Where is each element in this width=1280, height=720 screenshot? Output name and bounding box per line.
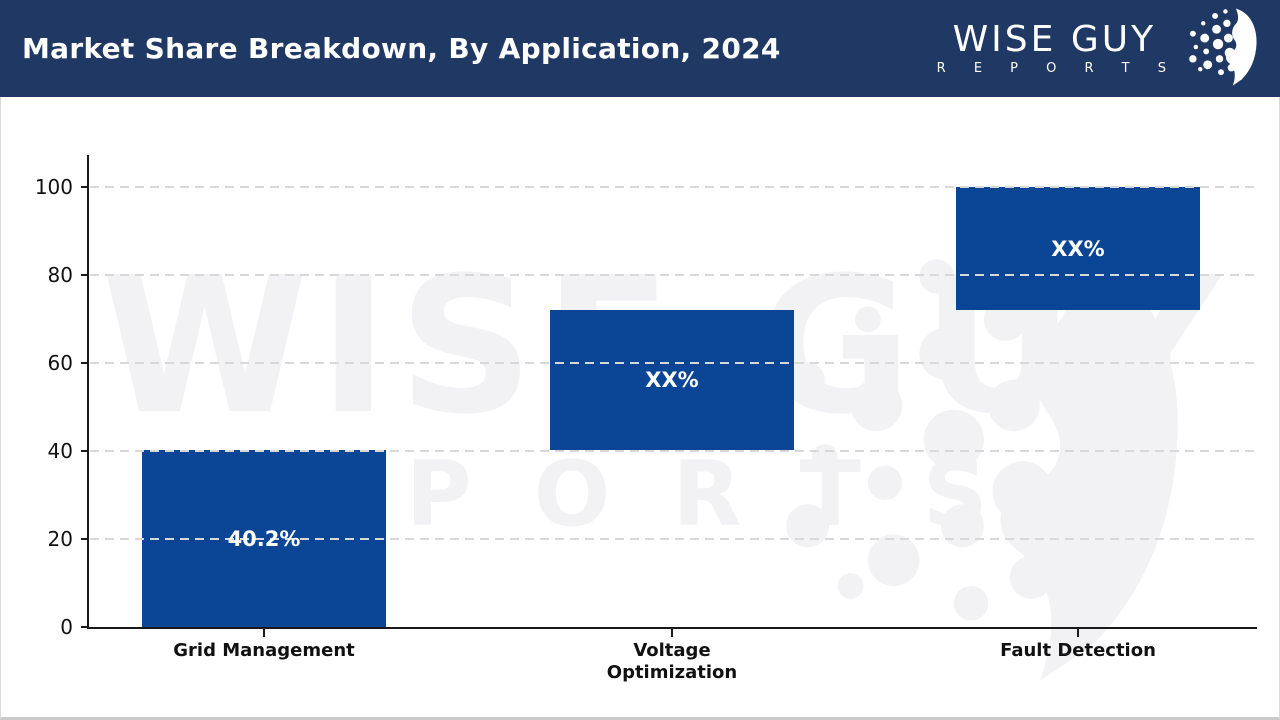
y-tick-mark [81,538,89,540]
logo-subtitle: R E P O R T S [936,61,1178,76]
gridline-60 [90,362,1257,364]
bar-fault-detection [956,187,1200,311]
wiseguy-logo: WISE GUY R E P O R T S [931,4,1258,94]
gridline-40 [90,450,1257,452]
y-tick-mark [81,274,89,276]
gridline-80 [90,274,1257,276]
y-tick-label: 60 [47,351,73,375]
chart-panel: WISE GUY REPORTS 0 20 40 60 80 100 40.2% Grid M… [0,97,1280,720]
y-axis-line [87,155,89,629]
plot-area: 0 20 40 60 80 100 40.2% Grid Management XX% Volta… [1,97,1279,717]
x-tick-mark [263,629,265,637]
x-category-label-line: Voltage [633,640,711,661]
x-category-label-line: Grid Management [173,640,355,661]
y-tick-label: 40 [47,439,73,463]
x-axis-line [87,627,1257,629]
x-category-label: Voltage Optimization [512,640,832,683]
y-tick-mark [81,626,89,628]
gridline-20 [90,538,1257,540]
bar-value-label: 40.2% [227,526,301,551]
wiseguy-face-icon [1184,4,1258,94]
logo-text: WISE GUY R E P O R T S [931,19,1178,76]
bar-voltage-optimization [550,310,794,451]
bar-value-label: XX% [645,368,699,393]
bar-value-label: XX% [1051,236,1105,261]
x-category-label-line: Fault Detection [1000,640,1156,661]
y-tick-label: 100 [34,175,73,199]
x-category-label: Fault Detection [918,640,1238,662]
x-tick-mark [1077,629,1079,637]
header-banner: Market Share Breakdown, By Application, … [0,0,1280,97]
chart-title: Market Share Breakdown, By Application, … [22,32,781,65]
y-tick-label: 80 [47,263,73,287]
y-tick-mark [81,362,89,364]
y-tick-mark [81,450,89,452]
gridline-100 [90,186,1257,188]
logo-wordmark: WISE GUY [952,19,1157,60]
y-tick-label: 0 [60,615,73,639]
x-tick-mark [671,629,673,637]
y-tick-label: 20 [47,527,73,551]
x-category-label-line: Optimization [606,661,738,683]
x-category-label: Grid Management [104,640,424,662]
y-tick-mark [81,186,89,188]
